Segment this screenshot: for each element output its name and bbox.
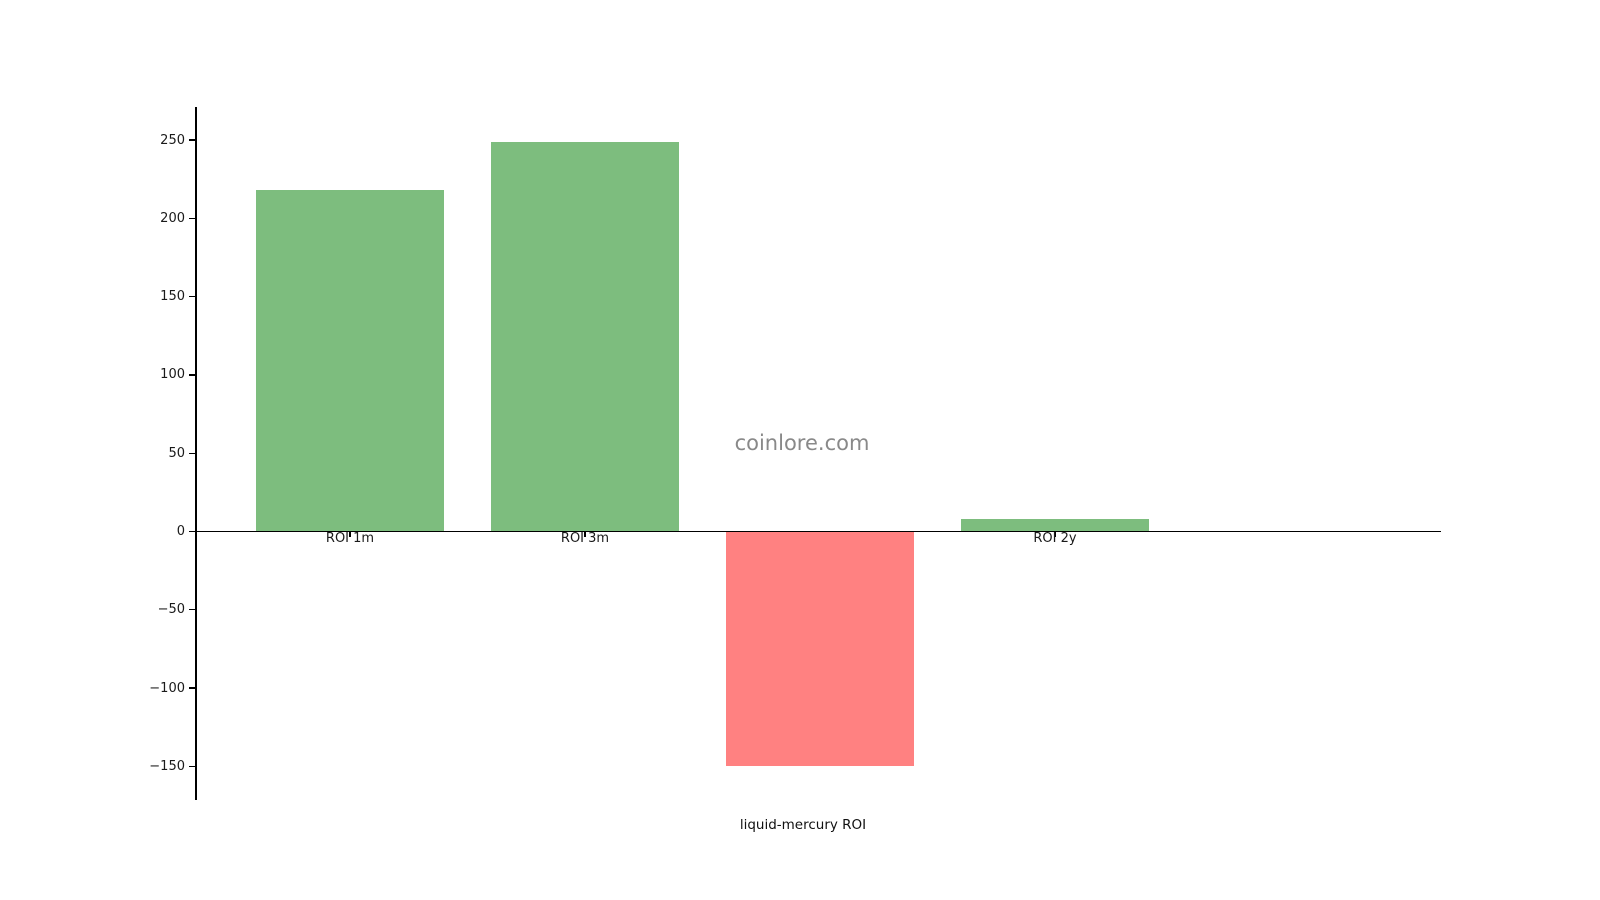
y-tick-mark (189, 452, 196, 454)
y-tick-label: −50 (157, 602, 185, 618)
bar-roi-3m (491, 141, 679, 532)
y-tick-mark (189, 295, 196, 298)
x-tick-mark (584, 531, 586, 537)
x-tick-mark (349, 531, 351, 537)
chart-title: liquid-mercury ROI (739, 817, 867, 833)
y-tick-mark (189, 217, 196, 219)
x-axis-zero-line (196, 530, 1441, 532)
bar-roi-2y (961, 518, 1149, 532)
x-tick-label: ROI 2y (1033, 531, 1077, 546)
y-tick-mark (189, 687, 196, 689)
y-tick-label: −150 (149, 758, 185, 774)
y-tick-mark (189, 139, 196, 141)
y-tick-label: 50 (168, 445, 185, 461)
bar-roi-1m (256, 190, 444, 532)
y-tick-label: 150 (160, 289, 185, 305)
x-tick-label: ROI 3m (560, 531, 610, 546)
y-tick-mark (189, 374, 196, 376)
y-tick-mark (189, 609, 196, 611)
y-tick-mark (189, 765, 196, 768)
y-tick-label: 100 (160, 367, 185, 383)
y-tick-label: 200 (160, 210, 185, 226)
x-tick-mark (1054, 531, 1056, 537)
bar-category-3 (726, 531, 914, 767)
y-tick-label: −100 (149, 680, 185, 696)
y-tick-mark (189, 530, 196, 533)
y-tick-label: 0 (176, 524, 185, 539)
x-tick-label: ROI 1m (325, 531, 375, 546)
y-tick-label: 250 (160, 132, 185, 148)
watermark-text: coinlore.com (734, 431, 870, 455)
